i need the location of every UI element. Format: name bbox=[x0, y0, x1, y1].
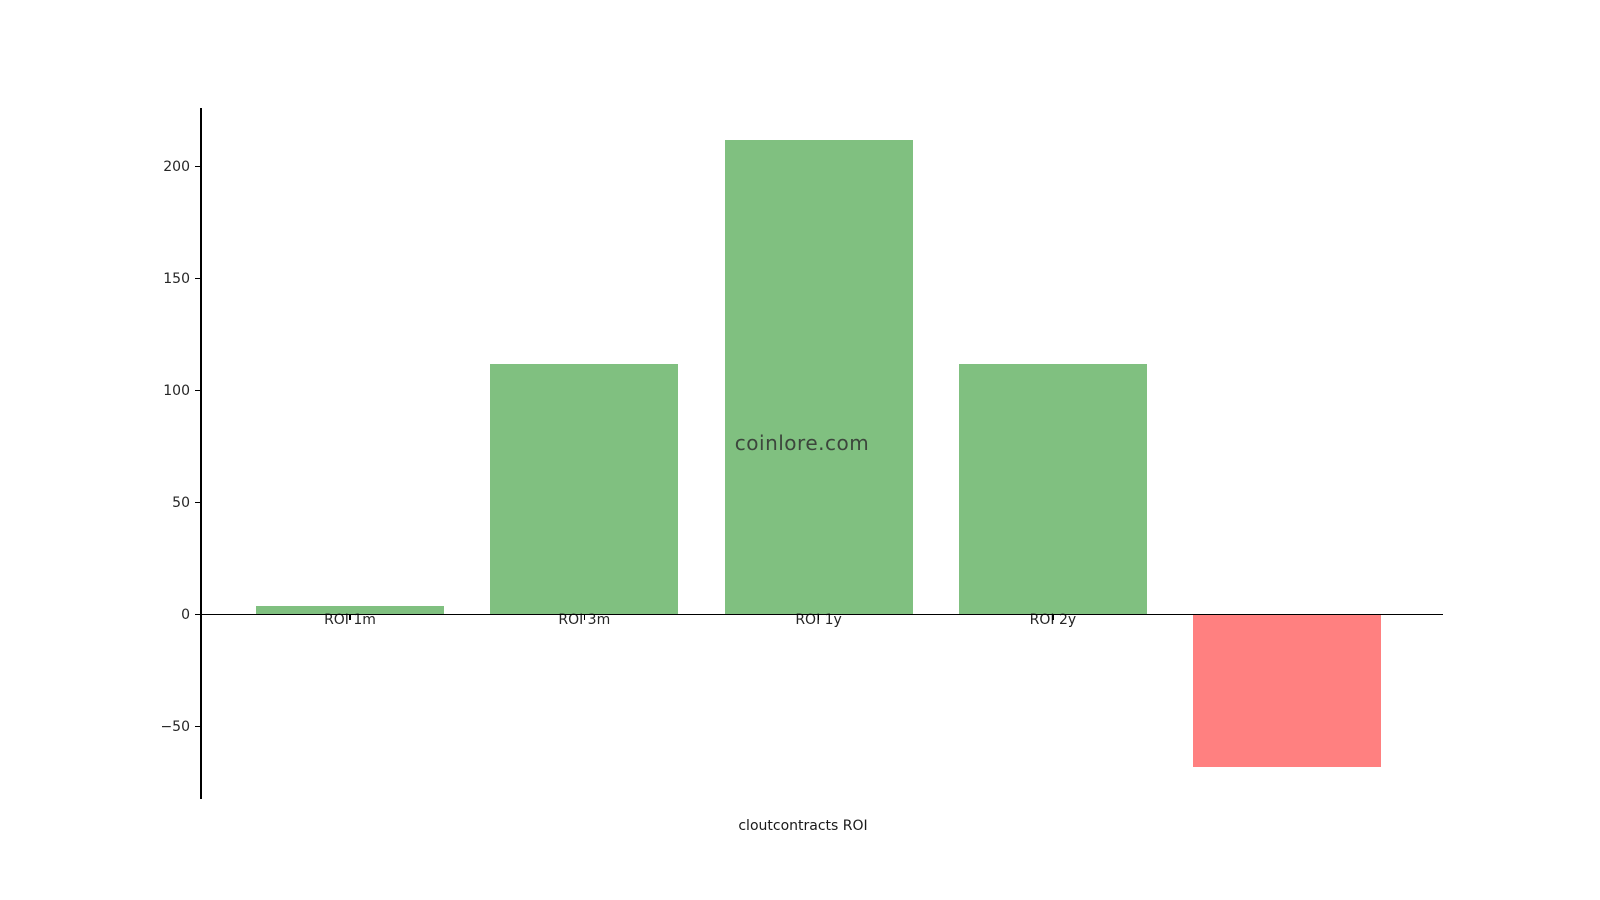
y-tick-label: −50 bbox=[160, 718, 190, 735]
y-axis-tick bbox=[195, 613, 200, 616]
y-axis-tick bbox=[195, 277, 200, 280]
x-tick-label: ROI 3m bbox=[558, 612, 611, 628]
x-axis-tick bbox=[583, 614, 585, 620]
chart-title: cloutcontracts ROI bbox=[738, 818, 868, 834]
x-axis-zero-line bbox=[200, 613, 1443, 616]
y-axis-tick bbox=[195, 501, 200, 504]
bar-roi-1m bbox=[256, 605, 444, 615]
y-tick-label: 100 bbox=[163, 382, 190, 399]
y-axis-tick bbox=[195, 389, 200, 392]
bar-negative-4 bbox=[1193, 614, 1382, 767]
x-tick-label: ROI 1y bbox=[795, 612, 842, 628]
y-axis-tick bbox=[195, 165, 200, 168]
x-axis-tick bbox=[817, 614, 820, 620]
y-tick-label: 50 bbox=[172, 494, 190, 511]
bar-roi-1y bbox=[724, 139, 913, 615]
x-axis-tick bbox=[1052, 614, 1054, 620]
y-tick-label: 0 bbox=[181, 606, 190, 623]
y-tick-label: 200 bbox=[163, 158, 190, 175]
x-tick-label: ROI 1m bbox=[324, 612, 376, 628]
x-tick-label: ROI 2y bbox=[1029, 612, 1077, 628]
y-tick-label: 150 bbox=[163, 270, 190, 287]
y-axis-spine bbox=[200, 108, 202, 799]
bar-roi-2y bbox=[958, 363, 1147, 615]
x-axis-tick bbox=[349, 614, 351, 620]
y-axis-tick bbox=[195, 725, 200, 728]
bar-roi-3m bbox=[490, 363, 679, 615]
watermark-text: coinlore.com bbox=[734, 431, 870, 455]
